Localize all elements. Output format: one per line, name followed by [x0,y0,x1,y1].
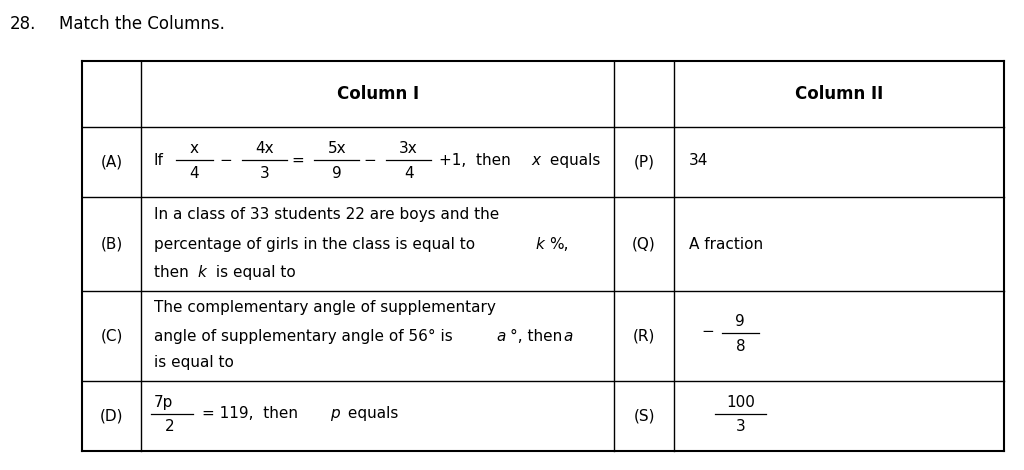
Text: 7p: 7p [154,395,173,410]
Text: −: − [364,153,376,168]
Text: 9: 9 [735,314,745,329]
Text: a: a [563,329,572,344]
Text: (R): (R) [633,329,655,344]
Text: = 119,  then: = 119, then [202,406,303,421]
Text: (A): (A) [100,155,123,170]
Text: 3: 3 [259,166,269,181]
Text: In a class of 33 students 22 are boys and the: In a class of 33 students 22 are boys an… [154,207,499,222]
Text: +1,  then: +1, then [439,153,516,168]
Text: p: p [330,406,339,421]
Text: The complementary angle of supplementary: The complementary angle of supplementary [154,300,496,315]
Text: k: k [198,265,207,280]
Text: x: x [190,141,199,156]
Text: percentage of girls in the class is equal to: percentage of girls in the class is equa… [154,237,479,252]
Text: (C): (C) [100,329,123,344]
Text: %,: %, [549,237,568,252]
Text: 9: 9 [332,166,342,181]
Text: 8: 8 [735,339,745,354]
Text: A fraction: A fraction [689,237,763,252]
Text: Match the Columns.: Match the Columns. [59,15,225,33]
Text: 34: 34 [689,153,709,168]
Text: −: − [701,324,714,339]
Text: (Q): (Q) [632,237,656,252]
Text: is equal to: is equal to [154,355,233,370]
Text: 5x: 5x [328,141,346,156]
Text: −: − [219,153,231,168]
Text: Column I: Column I [337,85,419,103]
Text: a: a [497,329,506,344]
Text: equals: equals [545,153,600,168]
Text: (D): (D) [100,408,123,423]
Text: then: then [154,265,194,280]
Text: (B): (B) [100,237,123,252]
Text: 3: 3 [735,419,745,434]
Text: 2: 2 [165,419,175,434]
Text: 4: 4 [189,166,200,181]
Text: Column II: Column II [795,85,883,103]
Text: k: k [536,237,545,252]
Text: (S): (S) [634,408,654,423]
Text: °, then: °, then [510,329,567,344]
Text: angle of supplementary angle of 56° is: angle of supplementary angle of 56° is [154,329,458,344]
Text: is equal to: is equal to [211,265,296,280]
Text: 4x: 4x [255,141,273,156]
Text: (P): (P) [634,155,654,170]
Text: equals: equals [343,406,398,421]
Text: 100: 100 [726,395,755,410]
Text: 28.: 28. [10,15,37,33]
Text: =: = [292,153,304,168]
Text: 3x: 3x [399,141,418,156]
Text: 4: 4 [403,166,414,181]
Text: If: If [154,153,164,168]
Text: x: x [531,153,541,168]
